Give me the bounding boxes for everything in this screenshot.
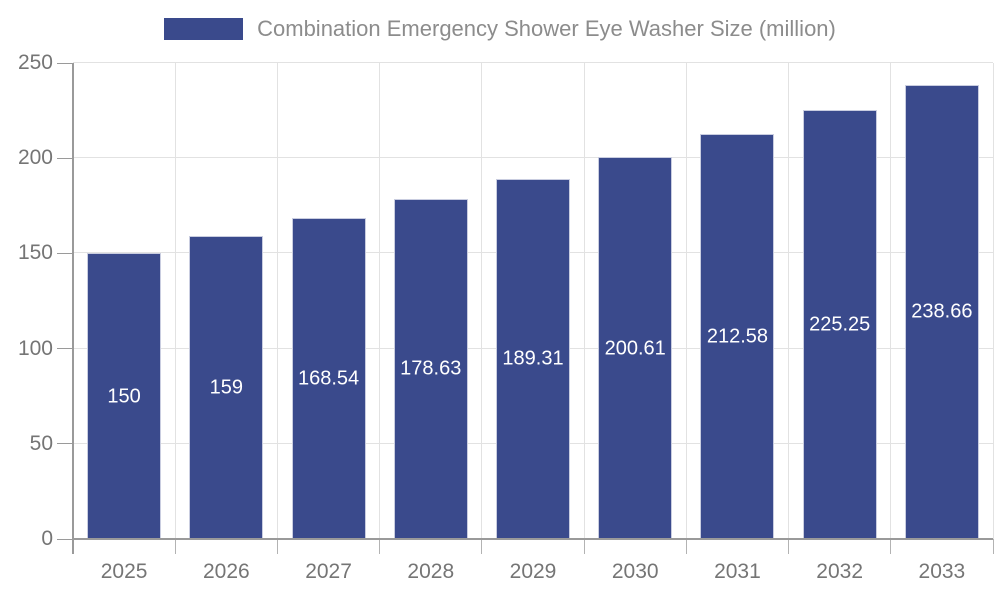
x-axis-tick <box>583 539 585 554</box>
bar-value-label: 200.61 <box>604 337 666 360</box>
gridline-v <box>379 63 381 539</box>
x-axis-tick-label: 2028 <box>407 560 455 583</box>
y-axis-tick <box>57 348 73 350</box>
y-axis-tick-label: 0 <box>41 527 53 550</box>
y-axis-line <box>72 63 74 554</box>
x-axis-tick-label: 2032 <box>816 560 864 583</box>
x-axis-tick-label: 2033 <box>918 560 966 583</box>
gridline-h <box>73 157 993 159</box>
bar-value-label: 168.54 <box>297 367 360 390</box>
y-axis-tick <box>57 62 73 64</box>
x-axis-tick-label: 2026 <box>202 560 250 583</box>
bar-2025[interactable]: 150 <box>87 253 162 539</box>
x-axis-tick <box>379 539 381 554</box>
gridline-v <box>583 63 585 539</box>
y-axis-tick <box>57 443 73 445</box>
y-axis-tick <box>57 252 73 254</box>
x-axis-tick <box>685 539 687 554</box>
y-axis-tick-label: 250 <box>17 51 53 74</box>
x-axis-tick <box>276 539 278 554</box>
plot-area: 0 50 100 150 200 250 150 2025 159 2026 168.54 2027 1… <box>18 51 994 583</box>
y-axis-tick <box>57 538 73 540</box>
x-axis-tick-label: 2030 <box>611 560 659 583</box>
bar-value-label: 178.63 <box>400 357 462 380</box>
bar-2032[interactable]: 225.25 <box>802 110 877 539</box>
bar-2033[interactable]: 238.66 <box>904 84 979 539</box>
legend[interactable]: Combination Emergency Shower Eye Washer … <box>0 16 1000 42</box>
x-axis-tick-label: 2027 <box>305 560 352 583</box>
bar-value-label: 189.31 <box>502 347 564 370</box>
bar-value-label: 159 <box>209 376 244 399</box>
x-axis-tick <box>174 539 176 554</box>
bar-2026[interactable]: 159 <box>189 236 264 539</box>
bar-value-label: 238.66 <box>911 300 973 323</box>
x-axis-tick-label: 2031 <box>714 560 761 583</box>
gridline-h <box>73 62 993 63</box>
legend-swatch[interactable] <box>164 18 244 40</box>
gridline-v <box>685 63 687 539</box>
y-axis-tick-label: 200 <box>17 146 53 170</box>
gridline-v <box>276 63 278 539</box>
bar-2029[interactable]: 189.31 <box>496 178 570 539</box>
x-axis-tick-label: 2029 <box>509 560 557 583</box>
x-axis-tick-label: 2025 <box>100 560 148 583</box>
y-axis-tick-label: 150 <box>17 241 53 265</box>
bar-2028[interactable]: 178.63 <box>393 198 468 539</box>
y-axis-tick-label: 100 <box>17 336 53 360</box>
x-axis-line <box>73 538 993 540</box>
gridline-v <box>174 63 176 539</box>
bar-2027[interactable]: 168.54 <box>291 218 366 539</box>
x-axis-tick <box>788 539 790 554</box>
gridline-v <box>992 63 994 539</box>
bar-2030[interactable]: 200.61 <box>598 157 673 539</box>
gridline-v <box>788 63 790 539</box>
x-axis-tick <box>992 539 994 554</box>
y-axis-tick <box>57 157 73 159</box>
legend-label[interactable]: Combination Emergency Shower Eye Washer … <box>257 16 836 41</box>
bar-value-label: 150 <box>107 385 141 408</box>
gridline-v <box>481 63 483 539</box>
gridline-v <box>890 63 892 539</box>
bar-value-label: 225.25 <box>809 313 871 336</box>
bar-value-label: 212.58 <box>706 325 769 348</box>
x-axis-tick <box>481 539 483 554</box>
bar-2031[interactable]: 212.58 <box>700 134 775 539</box>
y-axis-tick-label: 50 <box>29 431 53 455</box>
x-axis-tick <box>890 539 892 554</box>
